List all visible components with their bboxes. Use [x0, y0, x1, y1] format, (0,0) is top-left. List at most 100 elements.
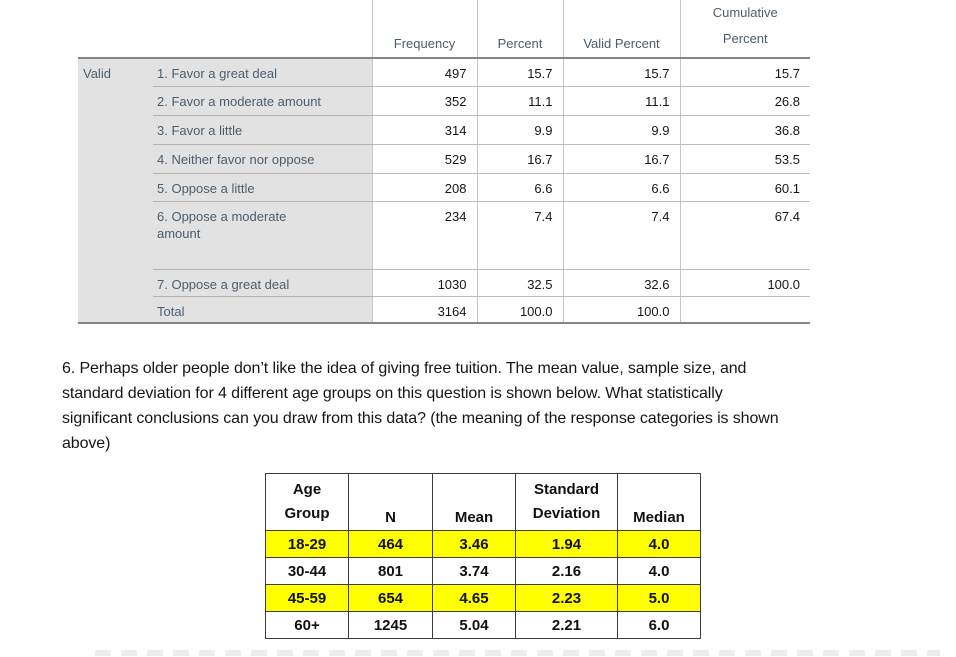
col-header-median: Median [617, 473, 701, 531]
cell-cumulative-percent: 100.0 [679, 269, 810, 297]
age-table-row: 30-44 801 3.74 2.16 4.0 [265, 557, 701, 585]
table-row: 6. Oppose a moderate amount 234 7.4 7.4 … [78, 201, 810, 270]
clipped-text-remnant [95, 650, 940, 656]
cumulative-header-line2: Percent [722, 31, 768, 46]
cell-age-group: 30-44 [265, 557, 349, 585]
row-label-text: 6. Oppose a moderate amount [157, 208, 287, 241]
cell-mean: 4.65 [432, 584, 516, 612]
cell-mean: 3.46 [432, 530, 516, 558]
table-row: 7. Oppose a great deal 1030 32.5 32.6 10… [78, 269, 810, 297]
cell-percent: 16.7 [476, 144, 563, 174]
cell-std-dev: 2.16 [515, 557, 618, 585]
question-line: above) [62, 435, 111, 452]
cell-valid-percent: 15.7 [562, 58, 680, 87]
question-line: 6. Perhaps older people don’t like the i… [62, 360, 747, 377]
table-row: Valid 1. Favor a great deal 497 15.7 15.… [78, 58, 810, 323]
cell-valid-percent: 11.1 [562, 86, 680, 116]
col-header-n: N [348, 473, 433, 531]
cell-cumulative-percent: 67.4 [679, 201, 810, 270]
column-header-valid-percent: Valid Percent [562, 0, 680, 59]
cell-median: 5.0 [617, 584, 701, 612]
cell-std-dev: 1.94 [515, 530, 618, 558]
cell-frequency: 3164 [371, 296, 477, 323]
cell-cumulative-percent: 36.8 [679, 115, 810, 145]
header-spacer [153, 0, 372, 59]
std-header-line1: Standard [533, 481, 599, 498]
table-row: 2. Favor a moderate amount 352 11.1 11.1… [78, 86, 810, 116]
cell-median: 4.0 [617, 530, 701, 558]
cell-mean: 3.74 [432, 557, 516, 585]
cell-percent: 32.5 [476, 269, 563, 297]
row-label: 4. Neither favor nor oppose [153, 144, 372, 174]
cell-percent: 100.0 [476, 296, 563, 323]
cell-percent: 15.7 [476, 58, 563, 87]
header-spacer [78, 0, 153, 59]
table-row: 3. Favor a little 314 9.9 9.9 36.8 [78, 115, 810, 145]
cell-frequency: 314 [371, 115, 477, 145]
row-label: 7. Oppose a great deal [153, 269, 372, 297]
cell-frequency: 1030 [371, 269, 477, 297]
age-table-row: 18-29 464 3.46 1.94 4.0 [265, 530, 701, 558]
row-label: 1. Favor a great deal [153, 58, 372, 87]
cell-valid-percent: 9.9 [562, 115, 680, 145]
question-text: 6. Perhaps older people don’t like the i… [62, 356, 922, 456]
cell-valid-percent: 7.4 [562, 201, 680, 270]
row-label-total: Total [153, 296, 372, 323]
cell-cumulative-percent: 53.5 [679, 144, 810, 174]
cell-frequency: 352 [371, 86, 477, 116]
cell-n: 1245 [348, 611, 433, 639]
table-row: 4. Neither favor nor oppose 529 16.7 16.… [78, 144, 810, 174]
age-header-line1: Age [292, 481, 322, 498]
table-row-total: Total 3164 100.0 100.0 [78, 296, 810, 323]
row-label: 5. Oppose a little [153, 173, 372, 202]
age-table-header-row: Age Group N Mean Standard Deviation Medi… [265, 473, 701, 531]
cell-cumulative-percent [679, 296, 810, 323]
cell-std-dev: 2.21 [515, 611, 618, 639]
age-stats-table: Age Group N Mean Standard Deviation Medi… [265, 473, 701, 639]
row-label: 2. Favor a moderate amount [153, 86, 372, 116]
frequency-table: Frequency Percent Valid Percent Cumulati… [78, 0, 810, 324]
cell-n: 801 [348, 557, 433, 585]
question-line: standard deviation for 4 different age g… [62, 385, 723, 402]
row-label: 6. Oppose a moderate amount [153, 201, 372, 270]
col-header-age-group: Age Group [265, 473, 349, 531]
cumulative-header-line1: Cumulative [712, 5, 778, 20]
cell-age-group: 18-29 [265, 530, 349, 558]
question-line: significant conclusions can you draw fro… [62, 410, 779, 427]
cell-frequency: 529 [371, 144, 477, 174]
frequency-table-header-row: Frequency Percent Valid Percent Cumulati… [78, 0, 810, 59]
cell-std-dev: 2.23 [515, 584, 618, 612]
cell-valid-percent: 16.7 [562, 144, 680, 174]
cell-median: 4.0 [617, 557, 701, 585]
col-header-std-deviation: Standard Deviation [515, 473, 618, 531]
cell-n: 654 [348, 584, 433, 612]
cell-mean: 5.04 [432, 611, 516, 639]
col-header-mean: Mean [432, 473, 516, 531]
column-header-cumulative-percent: Cumulative Percent [679, 0, 810, 59]
cell-valid-percent: 6.6 [562, 173, 680, 202]
row-group-label-valid: Valid [78, 58, 153, 323]
cell-median: 6.0 [617, 611, 701, 639]
cell-valid-percent: 100.0 [562, 296, 680, 323]
cell-valid-percent: 32.6 [562, 269, 680, 297]
table-row: 5. Oppose a little 208 6.6 6.6 60.1 [78, 173, 810, 202]
cell-frequency: 497 [371, 58, 477, 87]
std-header-line2: Deviation [532, 505, 601, 522]
age-header-line2: Group [284, 505, 330, 522]
cell-percent: 7.4 [476, 201, 563, 270]
cell-cumulative-percent: 60.1 [679, 173, 810, 202]
column-header-percent: Percent [476, 0, 563, 59]
cell-frequency: 208 [371, 173, 477, 202]
cell-n: 464 [348, 530, 433, 558]
row-label: 3. Favor a little [153, 115, 372, 145]
column-header-frequency: Frequency [371, 0, 477, 59]
cell-percent: 9.9 [476, 115, 563, 145]
cell-percent: 6.6 [476, 173, 563, 202]
age-table-row: 45-59 654 4.65 2.23 5.0 [265, 584, 701, 612]
cell-age-group: 45-59 [265, 584, 349, 612]
cell-cumulative-percent: 15.7 [679, 58, 810, 87]
cell-percent: 11.1 [476, 86, 563, 116]
cell-age-group: 60+ [265, 611, 349, 639]
age-table-row: 60+ 1245 5.04 2.21 6.0 [265, 611, 701, 639]
cell-cumulative-percent: 26.8 [679, 86, 810, 116]
